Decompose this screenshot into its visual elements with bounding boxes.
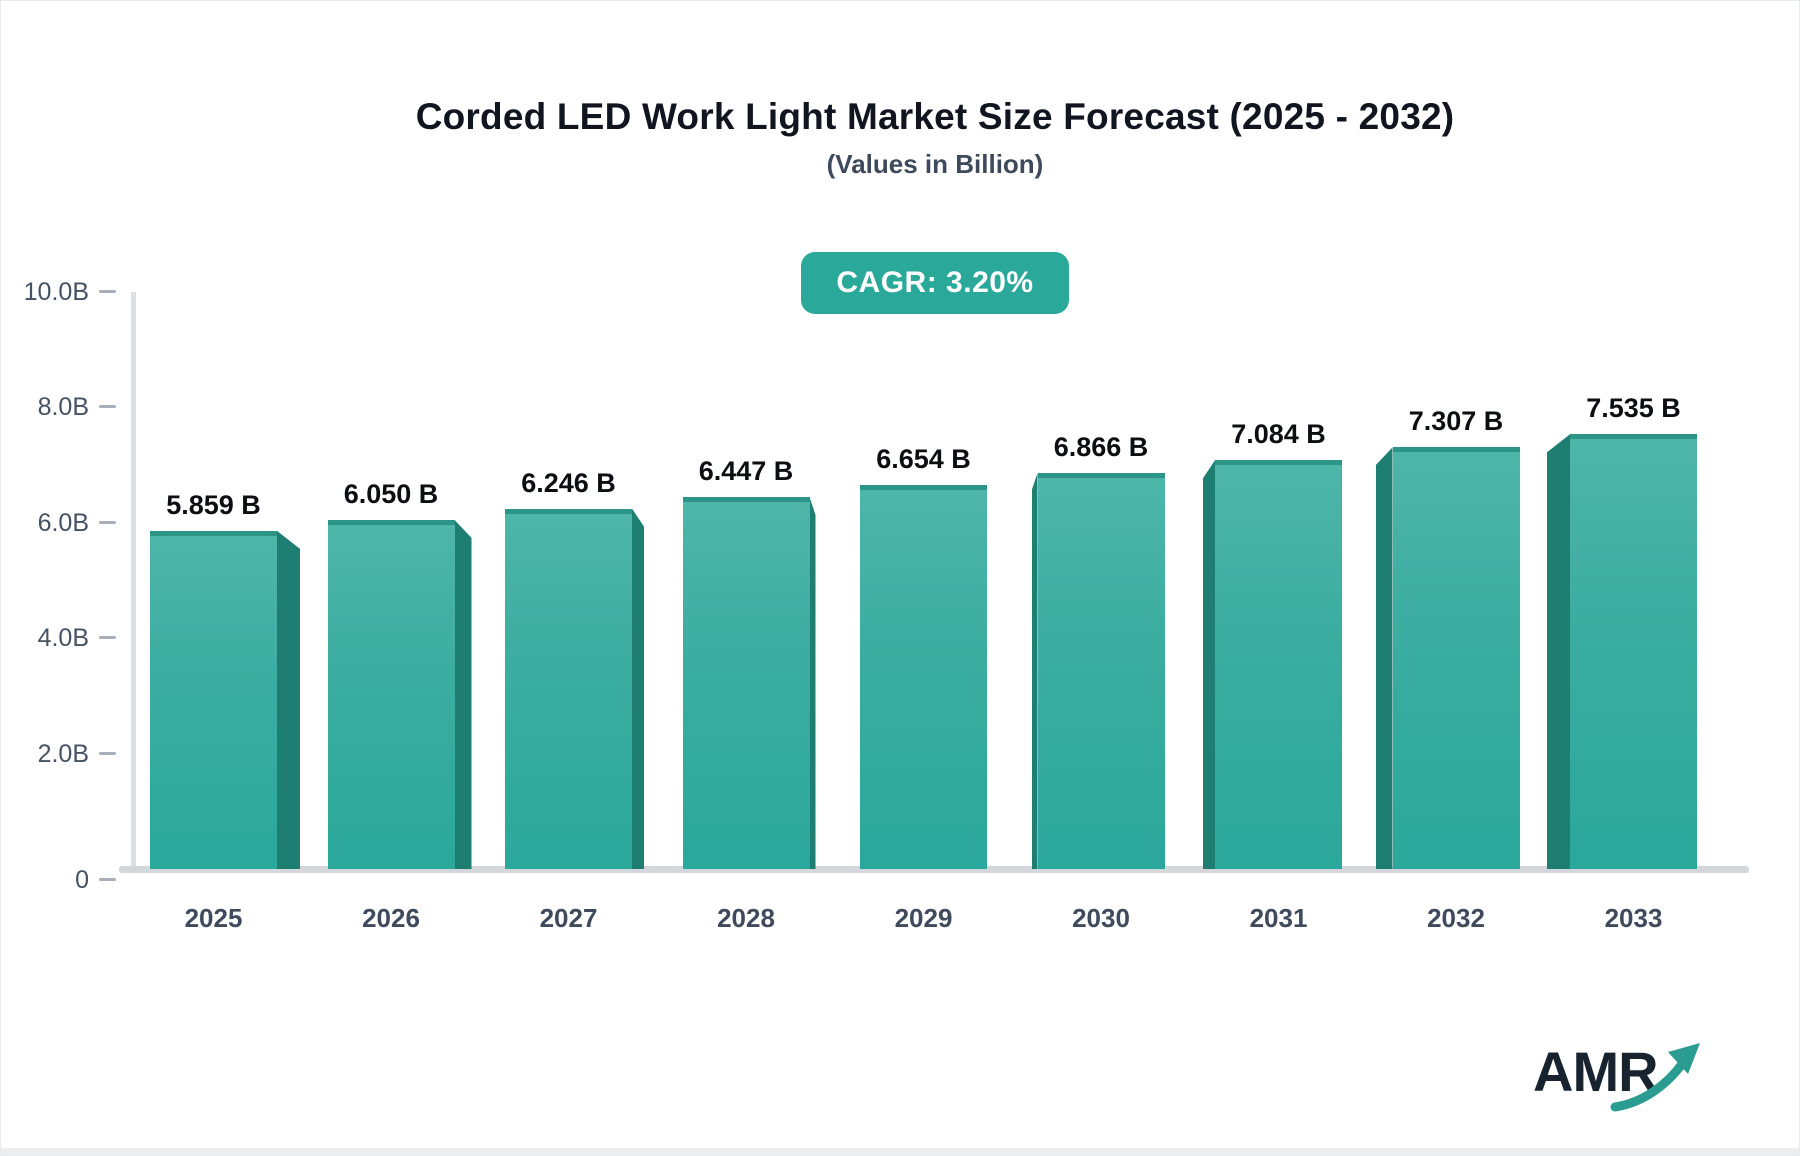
- bar-2028: [682, 497, 810, 869]
- x-axis-label: 2027: [539, 903, 598, 933]
- y-axis-line: [131, 292, 136, 869]
- bar-side-face: [1031, 472, 1038, 869]
- bar-value-label: 7.535 B: [1586, 393, 1681, 424]
- bar-2033: [1570, 434, 1697, 869]
- y-axis-tick-label: 6.0B: [37, 508, 89, 537]
- bar-side-face: [1547, 434, 1570, 869]
- bar-2025: [150, 530, 277, 869]
- y-axis-tick-mark: [99, 751, 116, 755]
- x-axis-label: 2025: [184, 903, 243, 933]
- bar-value-label: 6.050 B: [343, 478, 439, 509]
- x-axis-label: 2031: [1249, 903, 1308, 933]
- bar-2029: [860, 485, 987, 869]
- bar-value-label: 7.307 B: [1408, 406, 1504, 437]
- y-axis-tick-mark: [99, 290, 116, 293]
- bar-value-label: 6.447 B: [698, 456, 794, 486]
- bar-value-label: 5.859 B: [166, 489, 261, 520]
- y-axis-tick-label: 2.0B: [37, 739, 89, 768]
- y-axis-tick-mark: [99, 636, 116, 640]
- bar-side-face: [1203, 460, 1215, 869]
- bar-side-face: [277, 530, 300, 869]
- x-axis-label: 2028: [717, 903, 775, 933]
- x-axis-label: 2026: [362, 903, 420, 933]
- chart-title: Corded LED Work Light Market Size Foreca…: [415, 96, 1455, 137]
- trend-arrow-icon: [1610, 1043, 1700, 1112]
- cagr-badge: CAGR: 3.20%: [801, 252, 1069, 314]
- amr-logo: AMR: [1533, 1040, 1700, 1112]
- bottom-divider: [1, 1148, 1799, 1155]
- bar-2027: [505, 508, 632, 869]
- bar-side-face: [1375, 447, 1393, 869]
- bar-value-label: 6.654 B: [876, 444, 971, 475]
- bar-side-face: [809, 497, 816, 869]
- x-axis-line: [119, 866, 1749, 873]
- y-axis-tick-label: 4.0B: [37, 624, 89, 653]
- bar-value-label: 6.866 B: [1053, 431, 1149, 462]
- chart-subtitle: (Values in Billion): [826, 149, 1044, 179]
- cagr-badge-row: CAGR: 3.20%: [1, 252, 1799, 314]
- bar-value-label: 6.246 B: [521, 467, 616, 498]
- x-axis-label: 2029: [894, 903, 953, 933]
- bar-value-label: 7.084 B: [1231, 419, 1326, 450]
- bar-2031: [1215, 460, 1342, 869]
- x-axis-label: 2030: [1072, 903, 1130, 933]
- bar-2032: [1392, 447, 1520, 869]
- bar-2030: [1037, 472, 1165, 869]
- bar-side-face: [632, 508, 644, 869]
- x-axis-label: 2032: [1427, 903, 1485, 933]
- y-axis-tick-label: 0: [75, 866, 89, 894]
- y-axis-tick-mark: [99, 520, 116, 524]
- y-axis-tick-mark: [99, 878, 116, 881]
- y-axis-tick-label: 8.0B: [37, 393, 89, 422]
- bar-2026: [327, 519, 455, 869]
- y-axis-tick-mark: [99, 405, 116, 409]
- bar-side-face: [454, 519, 472, 869]
- y-axis-tick-label: 10.0B: [23, 278, 89, 306]
- x-axis-label: 2033: [1604, 903, 1663, 933]
- amr-logo-text: AMR: [1533, 1040, 1658, 1103]
